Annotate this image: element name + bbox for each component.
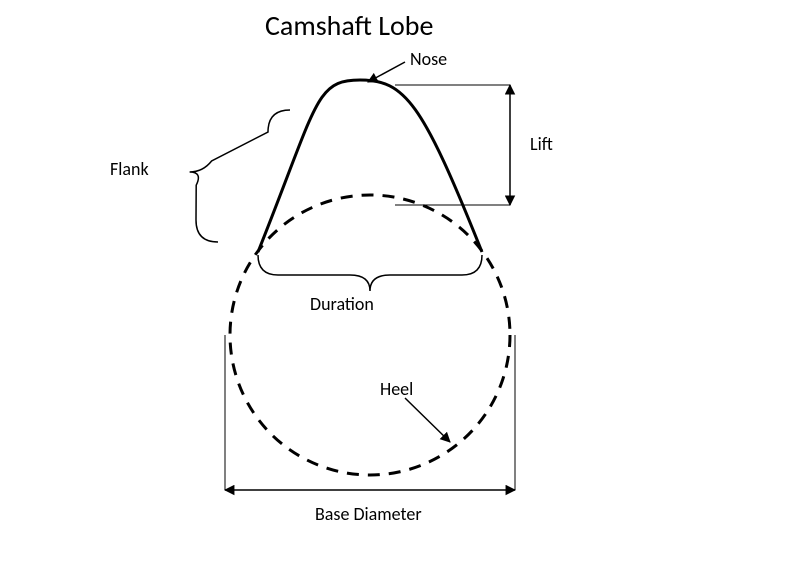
- diagram-title: Camshaft Lobe: [265, 8, 433, 43]
- flank-label: Flank: [110, 158, 149, 180]
- duration-label: Duration: [310, 293, 374, 315]
- nose-label: Nose: [410, 48, 447, 70]
- base-circle: [230, 195, 510, 475]
- cam-lobe-outline: [258, 80, 482, 252]
- duration-brace: [258, 255, 482, 291]
- heel-leader: [405, 398, 450, 442]
- lift-label: Lift: [530, 133, 553, 155]
- flank-brace: [190, 110, 290, 242]
- base-diameter-label: Base Diameter: [315, 503, 422, 525]
- camshaft-lobe-diagram: Camshaft Lobe Nose Flank Lift Duration H…: [0, 0, 800, 562]
- heel-label: Heel: [380, 378, 413, 400]
- nose-leader: [368, 62, 405, 82]
